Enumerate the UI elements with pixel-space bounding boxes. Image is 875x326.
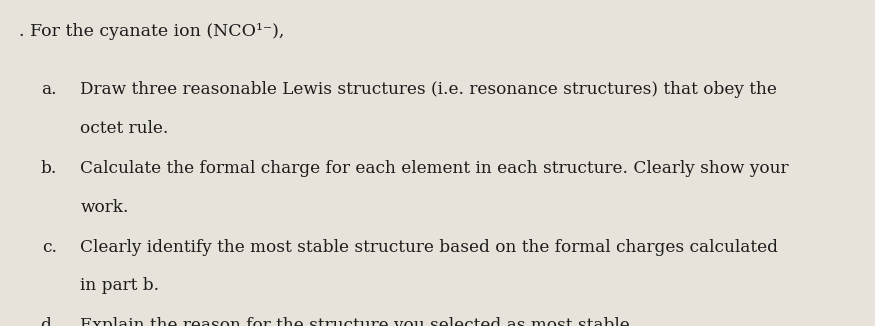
Text: work.: work. — [80, 199, 129, 215]
Text: octet rule.: octet rule. — [80, 120, 169, 137]
Text: Calculate the formal charge for each element in each structure. Clearly show you: Calculate the formal charge for each ele… — [80, 160, 789, 177]
Text: Clearly identify the most stable structure based on the formal charges calculate: Clearly identify the most stable structu… — [80, 239, 779, 256]
Text: Draw three reasonable Lewis structures (i.e. resonance structures) that obey the: Draw three reasonable Lewis structures (… — [80, 82, 777, 98]
Text: Explain the reason for the structure you selected as most stable.: Explain the reason for the structure you… — [80, 317, 636, 326]
Text: . For the cyanate ion (NCO¹⁻),: . For the cyanate ion (NCO¹⁻), — [19, 23, 284, 40]
Text: d.: d. — [40, 317, 57, 326]
Text: a.: a. — [41, 82, 57, 98]
Text: b.: b. — [40, 160, 57, 177]
Text: in part b.: in part b. — [80, 277, 159, 294]
Text: c.: c. — [42, 239, 57, 256]
